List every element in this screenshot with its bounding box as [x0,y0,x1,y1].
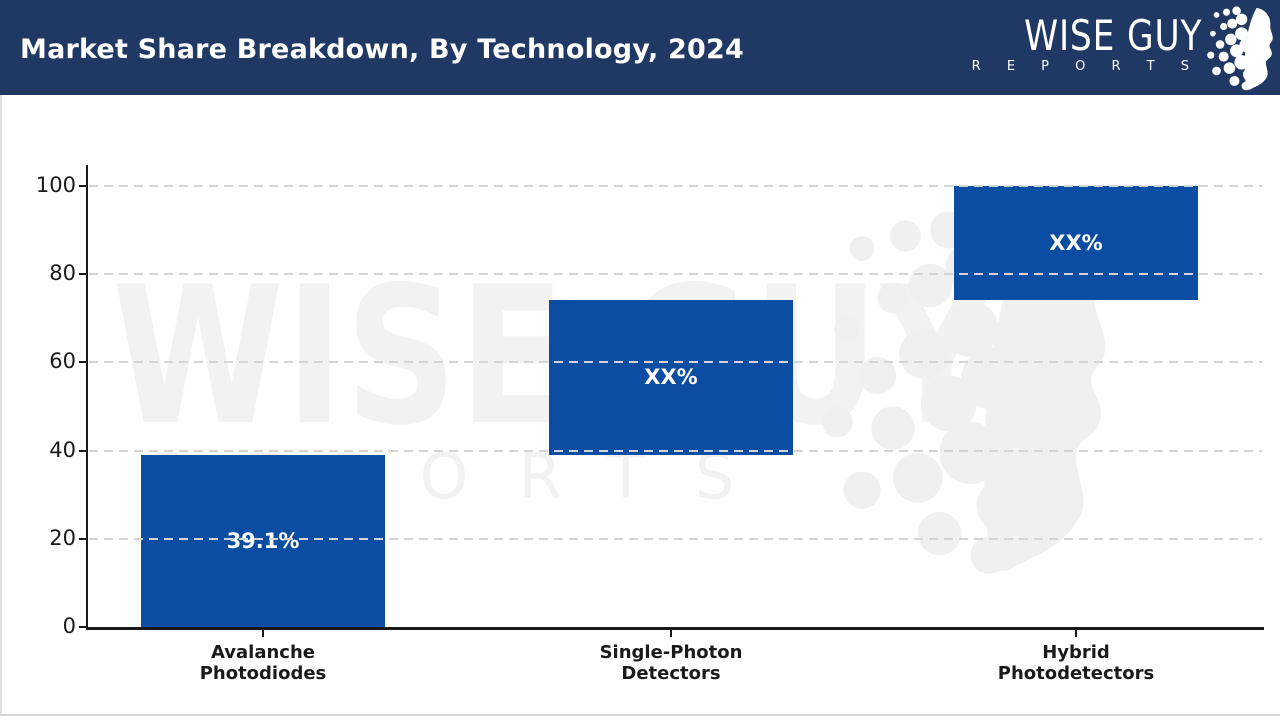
gridline [89,361,1262,364]
x-category-line: Hybrid [1042,642,1110,663]
x-category-line: Avalanche [211,642,315,663]
x-axis-spine [86,627,1264,630]
page-title: Market Share Breakdown, By Technology, 2… [20,34,745,65]
bar-segment: XX% [549,300,793,455]
bar-segment: 39.1% [141,454,385,627]
x-category-label: Hybrid Photodetectors [916,642,1236,684]
y-tick [79,361,87,364]
x-category-line: Photodetectors [997,663,1155,684]
x-category-label: Single-Photon Detectors [511,642,831,684]
x-category-label: Avalanche Photodiodes [103,642,423,684]
gridline [89,537,1262,540]
x-tick [262,630,264,637]
bottom-rule [0,714,1280,716]
figure-border [0,95,1280,715]
y-axis-spine [86,165,88,630]
bar-value-label: XX% [644,365,698,390]
y-tick-label: 60 [49,349,76,374]
y-tick [79,185,87,187]
header-bar: Market Share Breakdown, By Technology, 2… [0,0,1280,95]
x-tick [1075,630,1077,637]
brand-logo: WISE GUY R E P O R T S [971,11,1202,75]
y-tick-label: 100 [35,173,76,197]
bar-value-label: 39.1% [226,528,300,553]
x-category-line: Photodiodes [199,663,327,684]
gridline [89,185,1262,187]
brand-face-icon [1202,5,1274,91]
y-tick [79,537,87,540]
y-tick-label: 0 [62,614,76,638]
y-tick [79,273,87,276]
y-tick [79,626,87,628]
bar-segment: XX% [954,186,1198,301]
y-tick-label: 80 [49,261,76,286]
gridline [89,449,1262,452]
x-category-line: Single-Photon [599,642,743,663]
brand-subtext: R E P O R T S [971,59,1200,74]
x-tick [670,630,672,637]
brand-wordmark: WISE GUY [1023,11,1202,60]
y-tick [79,449,87,452]
gridline [89,273,1262,276]
y-tick-label: 20 [49,525,76,550]
x-category-line: Detectors [621,663,721,684]
bar-value-label: XX% [1049,231,1103,256]
y-tick-label: 40 [49,437,76,462]
